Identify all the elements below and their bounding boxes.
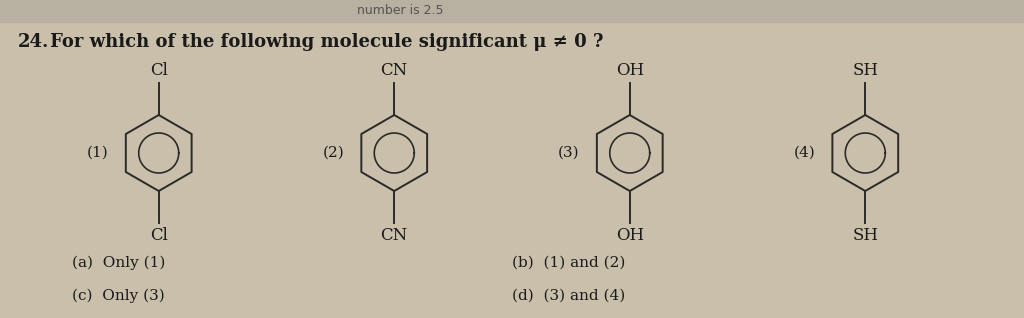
Text: Cl: Cl — [150, 227, 168, 244]
Text: OH: OH — [615, 62, 644, 79]
Text: SH: SH — [852, 227, 879, 244]
Text: CN: CN — [381, 62, 408, 79]
Text: (3): (3) — [558, 146, 580, 160]
Text: Cl: Cl — [150, 62, 168, 79]
Text: (1): (1) — [87, 146, 109, 160]
Text: 24.: 24. — [18, 33, 49, 51]
Text: (c)  Only (3): (c) Only (3) — [72, 289, 165, 303]
Text: OH: OH — [615, 227, 644, 244]
Text: SH: SH — [852, 62, 879, 79]
Text: (2): (2) — [323, 146, 344, 160]
Text: (4): (4) — [794, 146, 815, 160]
Text: number is 2.5: number is 2.5 — [356, 4, 443, 17]
Bar — [0, 0, 1024, 22]
Text: For which of the following molecule significant μ ≠ 0 ?: For which of the following molecule sign… — [50, 33, 603, 51]
Text: (d)  (3) and (4): (d) (3) and (4) — [512, 289, 626, 303]
Text: (b)  (1) and (2): (b) (1) and (2) — [512, 256, 626, 270]
Text: CN: CN — [381, 227, 408, 244]
Text: (a)  Only (1): (a) Only (1) — [72, 256, 165, 270]
